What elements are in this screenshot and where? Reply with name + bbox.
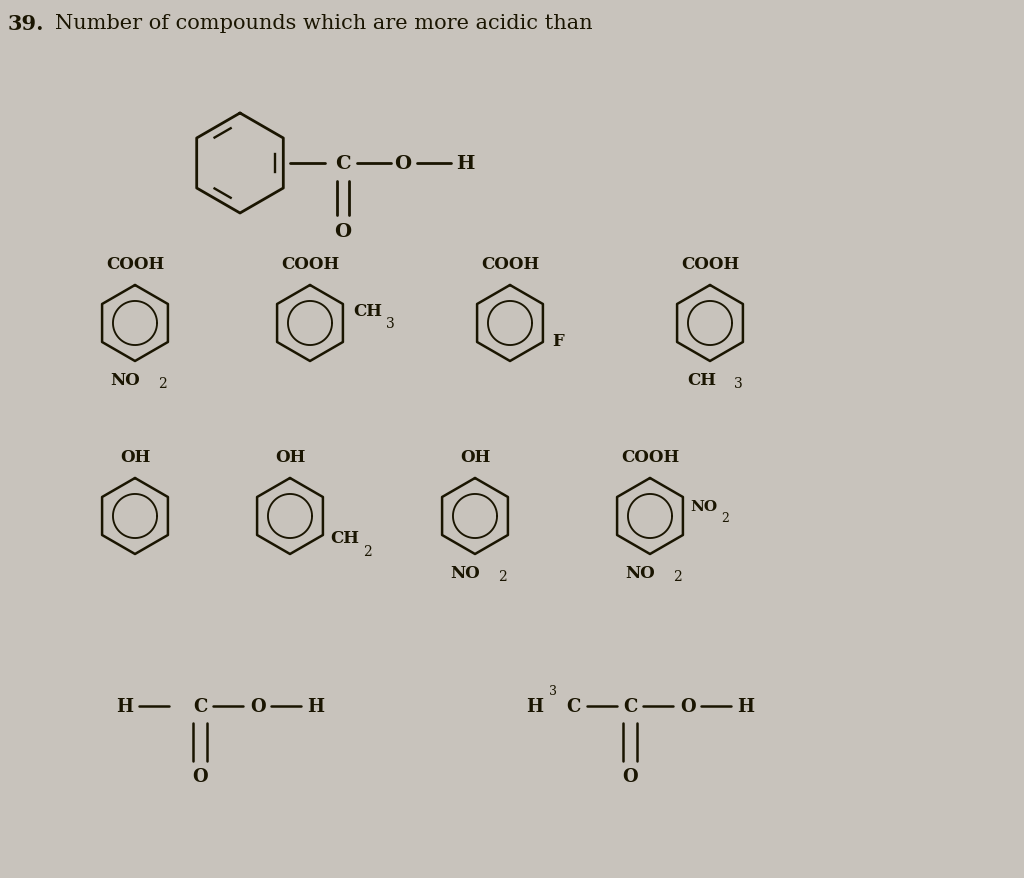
Text: 2: 2 [158, 377, 167, 391]
Text: C: C [335, 155, 351, 173]
Text: OH: OH [120, 449, 151, 465]
Text: H: H [737, 697, 755, 716]
Text: COOH: COOH [281, 255, 339, 273]
Text: O: O [250, 697, 266, 716]
Text: 2: 2 [673, 569, 682, 583]
Text: H: H [526, 697, 544, 716]
Text: O: O [394, 155, 412, 173]
Text: F: F [552, 333, 564, 350]
Text: 2: 2 [721, 512, 729, 525]
Text: 3: 3 [386, 317, 394, 331]
Text: OH: OH [460, 449, 490, 465]
Text: O: O [193, 767, 208, 785]
Text: NO: NO [625, 565, 655, 581]
Text: COOH: COOH [105, 255, 164, 273]
Text: 3: 3 [549, 685, 557, 698]
Text: O: O [623, 767, 638, 785]
Text: CH: CH [353, 303, 382, 320]
Text: 39.: 39. [8, 14, 44, 34]
Text: OH: OH [274, 449, 305, 465]
Text: COOH: COOH [621, 449, 679, 465]
Text: C: C [623, 697, 637, 716]
Text: Number of compounds which are more acidic than: Number of compounds which are more acidi… [55, 14, 593, 33]
Text: COOH: COOH [481, 255, 539, 273]
Text: NO: NO [451, 565, 480, 581]
Text: NO: NO [690, 500, 717, 514]
Text: H: H [456, 155, 474, 173]
Text: CH: CH [330, 530, 359, 547]
Text: O: O [335, 223, 351, 241]
Text: NO: NO [111, 371, 140, 389]
Text: CH: CH [687, 371, 717, 389]
Text: 2: 2 [362, 544, 372, 558]
Text: H: H [117, 697, 133, 716]
Text: COOH: COOH [681, 255, 739, 273]
Text: 2: 2 [498, 569, 507, 583]
Text: C: C [566, 697, 581, 716]
Text: C: C [193, 697, 207, 716]
Text: H: H [307, 697, 325, 716]
Text: O: O [680, 697, 696, 716]
Text: 3: 3 [734, 377, 742, 391]
